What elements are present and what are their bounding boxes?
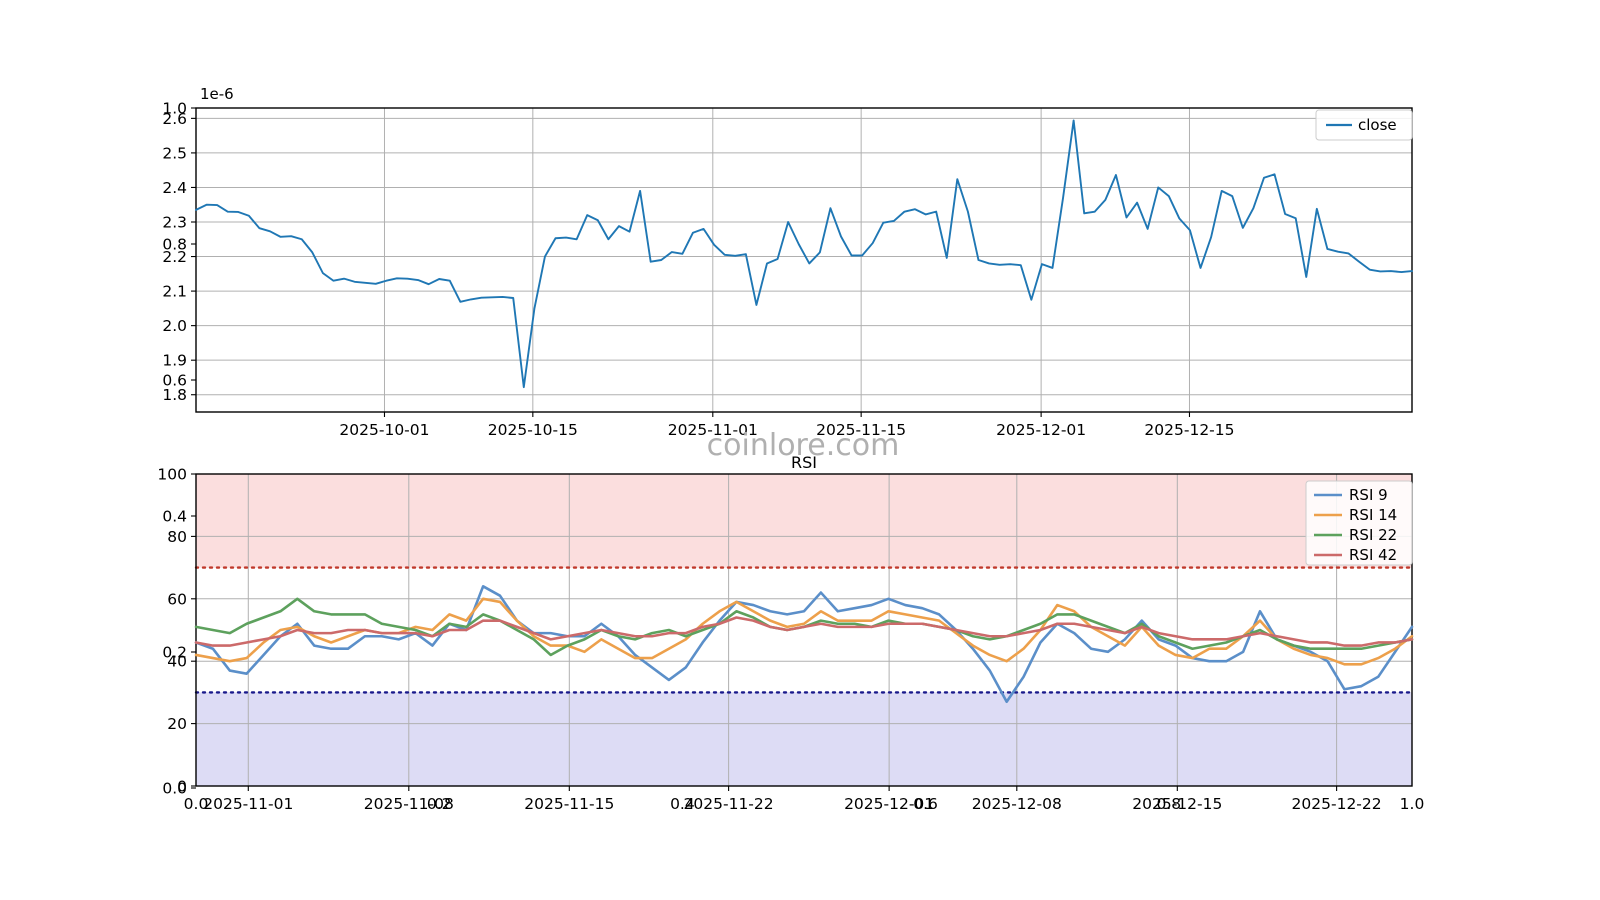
rsi-ghost-x-tick-label: 0.4 <box>670 795 695 813</box>
rsi-ghost-x-tick-label: 1.0 <box>1400 795 1425 813</box>
rsi-y-tick-label: 100 <box>157 466 187 484</box>
rsi-legend-label-rsi-42: RSI 42 <box>1349 546 1397 564</box>
rsi-x-tick-label: 2025-12-22 <box>1292 795 1382 813</box>
rsi-band-oversold <box>196 692 1412 786</box>
rsi-y-tick-label: 0 <box>177 778 187 796</box>
rsi-x-tick-label: 2025-12-08 <box>972 795 1062 813</box>
rsi-ghost-x-tick-label: 0.8 <box>1156 795 1181 813</box>
price-x-tick-label: 2025-11-15 <box>816 421 906 439</box>
price-y-tick-label: 2.3 <box>162 214 187 232</box>
rsi-title: RSI <box>791 453 817 472</box>
rsi-x-tick-label: 2025-12-01 <box>844 795 934 813</box>
price-y-tick-label: 2.4 <box>162 179 187 197</box>
price-close-line <box>195 119 1413 389</box>
rsi-legend-label-rsi-14: RSI 14 <box>1349 506 1397 524</box>
rsi-band-overbought <box>196 474 1412 568</box>
rsi-x-tick-label: 2025-11-22 <box>684 795 774 813</box>
price-legend[interactable]: close <box>1315 109 1413 141</box>
price-ghost-y-tick-label: 0.6 <box>162 372 187 390</box>
rsi-line-rsi-42 <box>194 616 1414 647</box>
rsi-axes-frame <box>195 473 1413 787</box>
rsi-y-tick-label: 80 <box>167 528 187 546</box>
rsi-y-tick-label: 40 <box>167 653 187 671</box>
price-y-tick-label: 2.1 <box>162 283 187 301</box>
price-ghost-y-tick-label: 1.0 <box>162 100 187 118</box>
rsi-ghost-y-tick-label: 0.2 <box>162 644 187 662</box>
rsi-legend[interactable]: RSI 9 RSI 14 RSI 22 RSI 42 <box>1305 480 1413 566</box>
price-x-tick-label: 2025-12-01 <box>996 421 1086 439</box>
price-legend-box <box>1315 109 1413 141</box>
rsi-legend-box <box>1305 480 1413 566</box>
price-y-tick-label: 2.2 <box>162 248 187 266</box>
watermark-text: coinlore.com <box>707 428 900 463</box>
rsi-panel: 2025-11-01 2025-11-08 2025-11-15 2025-11-22… <box>157 453 1424 813</box>
rsi-ghost-y-tick-label: 0.4 <box>162 508 187 526</box>
price-ghost-y-tick-label: 0.8 <box>162 236 187 254</box>
price-y-tick-label: 2.0 <box>162 317 187 335</box>
rsi-ghost-x-tick-label: 0.6 <box>913 795 938 813</box>
price-axes-frame <box>195 107 1413 413</box>
price-y-tick-label: 1.8 <box>162 386 187 404</box>
price-x-tick-label: 2025-10-01 <box>339 421 429 439</box>
price-x-tick-label: 2025-11-01 <box>668 421 758 439</box>
price-panel: 2025-10-01 2025-10-15 2025-11-01 2025-11-15… <box>162 85 1413 439</box>
rsi-y-tick-label: 20 <box>167 715 187 733</box>
price-y-tick-label: 2.5 <box>162 144 187 162</box>
rsi-y-tick-label: 60 <box>167 590 187 608</box>
rsi-x-tick-label: 2025-11-01 <box>203 795 293 813</box>
rsi-line-rsi-9 <box>194 585 1414 704</box>
rsi-legend-label-rsi-9: RSI 9 <box>1349 486 1388 504</box>
price-legend-label-close: close <box>1358 116 1397 134</box>
price-y-offset-label: 1e-6 <box>200 85 234 103</box>
rsi-x-tick-label: 2025-12-15 <box>1132 795 1222 813</box>
rsi-ghost-x-tick-label: 0.2 <box>427 795 452 813</box>
price-x-tick-label: 2025-10-15 <box>488 421 578 439</box>
rsi-ghost-x-tick-label: 0.0 <box>184 795 209 813</box>
price-x-tick-label: 2025-12-15 <box>1144 421 1234 439</box>
price-y-tick-label: 2.6 <box>162 110 187 128</box>
rsi-ghost-y-tick-label: 0.0 <box>162 780 187 798</box>
rsi-x-tick-label: 2025-11-08 <box>364 795 454 813</box>
rsi-x-tick-label: 2025-11-15 <box>524 795 614 813</box>
rsi-legend-label-rsi-22: RSI 22 <box>1349 526 1397 544</box>
price-y-tick-label: 1.9 <box>162 352 187 370</box>
